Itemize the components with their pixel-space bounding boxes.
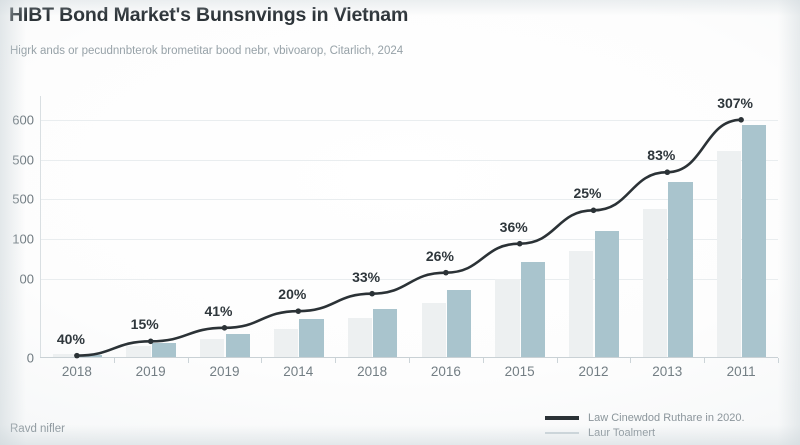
line-point — [664, 169, 671, 176]
x-tick-mark — [482, 358, 484, 363]
point-label: 83% — [647, 147, 676, 164]
x-tick-mark — [187, 358, 189, 363]
line-point — [738, 117, 744, 123]
bar-back — [273, 329, 299, 357]
bar-back — [716, 150, 742, 357]
bar-front — [742, 124, 767, 357]
legend-label: Laur Toalmert — [588, 426, 656, 439]
bar-back — [52, 353, 77, 357]
x-tick-mark — [409, 358, 410, 363]
x-tick-label: 2013 — [652, 364, 683, 379]
y-tick-label: 0 — [26, 350, 34, 366]
line-point-markers — [74, 117, 744, 359]
line-point — [590, 207, 597, 214]
point-label: 25% — [573, 185, 602, 202]
bar-front — [446, 290, 472, 357]
point-label: 40% — [56, 330, 85, 347]
legend-swatch-icon — [545, 431, 579, 434]
x-tick-mark — [261, 358, 263, 363]
x-tick-mark — [704, 358, 706, 363]
point-label: 26% — [425, 247, 454, 264]
x-axis-line — [40, 357, 778, 358]
point-label: 307% — [717, 94, 753, 111]
bar-back — [126, 345, 151, 357]
legend-item[interactable]: Laur Toalmert — [545, 425, 745, 440]
line-point — [369, 290, 375, 297]
line-point — [516, 240, 523, 247]
line-series — [74, 117, 744, 359]
x-tick-mark — [630, 358, 632, 363]
line-path — [75, 118, 743, 357]
bar-front — [668, 182, 693, 357]
x-tick-label: 2015 — [504, 364, 535, 379]
line-point — [443, 269, 449, 276]
x-tick-label: 2018 — [61, 364, 92, 379]
chart-subtitle: Higrk ands or pecudnnbterok brometitar b… — [10, 45, 404, 57]
legend-swatch-icon — [545, 415, 579, 420]
line-point — [147, 338, 154, 345]
point-label: 15% — [130, 316, 159, 333]
y-tick-label: 00 — [19, 271, 34, 287]
plot-area: 600 500 500 100 00 0 40% 15% 41% 20% 33% 26% 36% 25%… — [12, 94, 779, 379]
y-axis-line — [40, 96, 41, 358]
bar-back — [642, 209, 668, 357]
x-tick-label: 2019 — [135, 364, 166, 379]
point-label: 36% — [499, 218, 528, 235]
point-label: 20% — [278, 286, 307, 303]
line-point — [221, 325, 228, 331]
legend-label: Law Cinewdod Ruthare in 2020. — [588, 411, 745, 424]
x-tick-label: 2019 — [209, 364, 240, 379]
gridline — [40, 199, 778, 201]
y-tick-label: 100 — [12, 231, 34, 247]
bar-back — [347, 318, 373, 357]
footer-note: Ravd nifler — [10, 423, 65, 435]
bar-front — [373, 309, 398, 357]
gridline — [40, 278, 778, 280]
bar-front — [151, 342, 177, 357]
x-tick-mark — [778, 358, 779, 363]
y-tick-label: 500 — [12, 152, 34, 167]
x-tick-label: 2016 — [430, 364, 461, 379]
y-tick-label: 500 — [12, 191, 34, 207]
x-tick-mark — [556, 358, 558, 363]
bar-back — [569, 250, 594, 357]
x-tick-label: 2018 — [357, 364, 388, 379]
line-point — [74, 352, 80, 359]
point-label: 33% — [352, 268, 381, 285]
gridline — [40, 119, 778, 121]
chart-legend: Law Cinewdod Ruthare in 2020. Laur Toalme… — [545, 410, 745, 440]
gridline — [40, 238, 778, 240]
x-tick-label: 2012 — [578, 364, 609, 379]
bar-back — [495, 279, 520, 357]
x-tick-label: 2011 — [726, 364, 756, 379]
chart-title: HIBT Bond Market's Bunsnvings in Vietnam — [9, 4, 409, 26]
bar-front — [299, 319, 324, 357]
bar-front — [225, 333, 250, 357]
y-tick-label: 600 — [12, 112, 34, 128]
x-tick-label: 2014 — [283, 364, 314, 379]
legend-item[interactable]: Law Cinewdod Ruthare in 2020. — [545, 410, 745, 425]
bar-front — [520, 261, 546, 357]
bar-back — [200, 339, 225, 357]
line-point — [295, 308, 302, 314]
gridline — [40, 159, 778, 161]
x-tick-mark — [113, 358, 115, 363]
point-label: 41% — [204, 302, 233, 319]
bar-back — [421, 303, 446, 357]
x-tick-mark — [335, 358, 337, 363]
bar-front — [594, 230, 619, 357]
